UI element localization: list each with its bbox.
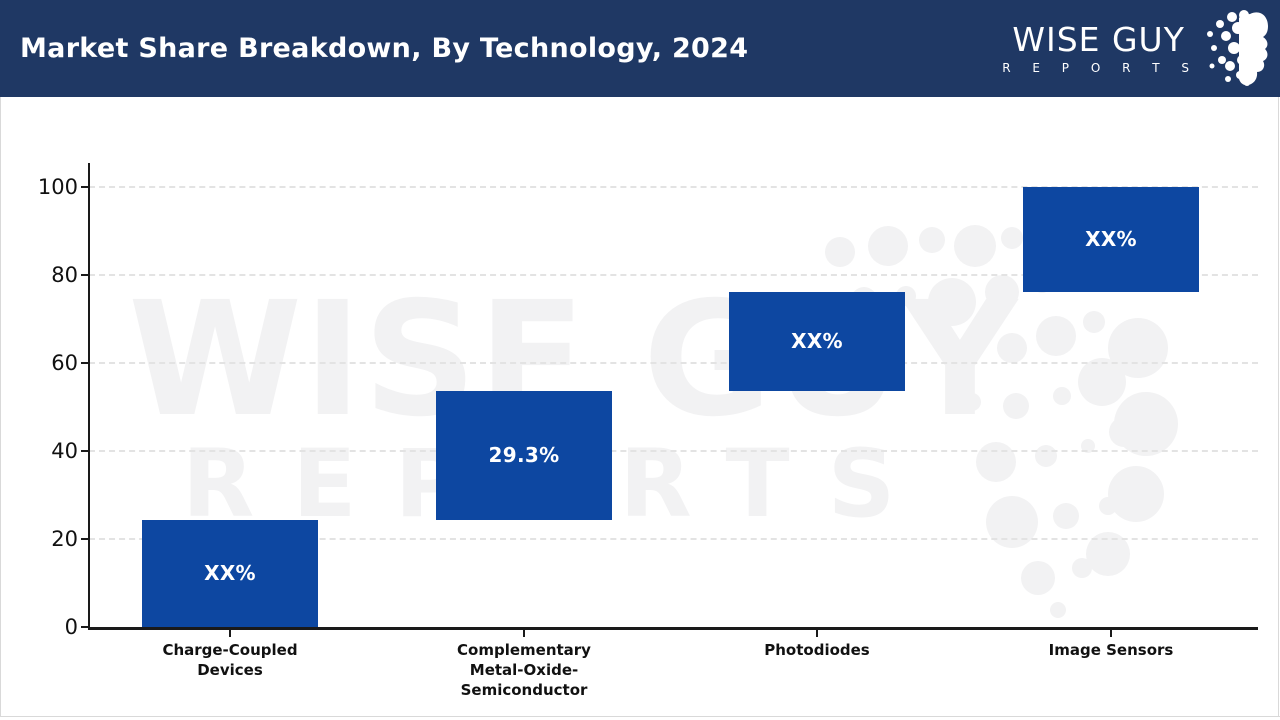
frame-right-border — [1278, 97, 1279, 717]
x-tick-3 — [816, 629, 818, 637]
y-tick-label-80: 80 — [51, 263, 78, 287]
x-tick-1 — [229, 629, 231, 637]
gridline-20 — [89, 538, 1258, 540]
gridline-60 — [89, 362, 1258, 364]
y-tick-label-100: 100 — [37, 175, 78, 199]
brand-subname: R E P O R T S — [1002, 60, 1198, 75]
brand-logo-text: WISE GUY R E P O R T S — [999, 23, 1198, 75]
bar-segment-2: 29.3% — [436, 390, 612, 520]
y-axis-line — [88, 163, 90, 629]
bar-value-label-1: XX% — [204, 561, 256, 586]
x-tick-2 — [523, 629, 525, 637]
y-tick-label-0: 0 — [64, 615, 78, 639]
y-tick-label-40: 40 — [51, 439, 78, 463]
gridline-80 — [89, 274, 1258, 276]
category-label-2: Complementary Metal-Oxide- Semiconductor — [457, 641, 591, 699]
x-axis-line — [88, 627, 1258, 630]
x-tick-4 — [1110, 629, 1112, 637]
category-label-4: Image Sensors — [1048, 641, 1174, 659]
bar-value-label-2: 29.3% — [488, 443, 560, 468]
frame-left-border — [0, 97, 1, 717]
gridline-40 — [89, 450, 1258, 452]
gridline-100 — [89, 186, 1258, 188]
page-title: Market Share Breakdown, By Technology, 2… — [20, 33, 749, 64]
brand-logo: WISE GUY R E P O R T S — [999, 8, 1270, 90]
y-tick-label-20: 20 — [51, 527, 78, 551]
bar-segment-1: XX% — [142, 519, 318, 627]
y-tick-80 — [81, 274, 88, 276]
header-bar: Market Share Breakdown, By Technology, 2… — [0, 0, 1280, 97]
dotted-face-profile-icon — [1207, 9, 1268, 86]
bar-segment-3: XX% — [729, 291, 905, 391]
bar-segment-4: XX% — [1023, 187, 1199, 292]
y-tick-40 — [81, 450, 88, 452]
brand-name: WISE GUY — [1012, 19, 1185, 59]
y-tick-20 — [81, 538, 88, 540]
frame-bottom-border — [0, 716, 1280, 717]
y-tick-60 — [81, 362, 88, 364]
y-tick-label-60: 60 — [51, 351, 78, 375]
category-label-3: Photodiodes — [764, 641, 870, 659]
category-label-1: Charge-Coupled Devices — [162, 641, 298, 679]
y-tick-0 — [81, 626, 88, 628]
bar-value-label-3: XX% — [791, 329, 843, 354]
y-tick-100 — [81, 186, 88, 188]
bar-value-label-4: XX% — [1085, 227, 1137, 252]
